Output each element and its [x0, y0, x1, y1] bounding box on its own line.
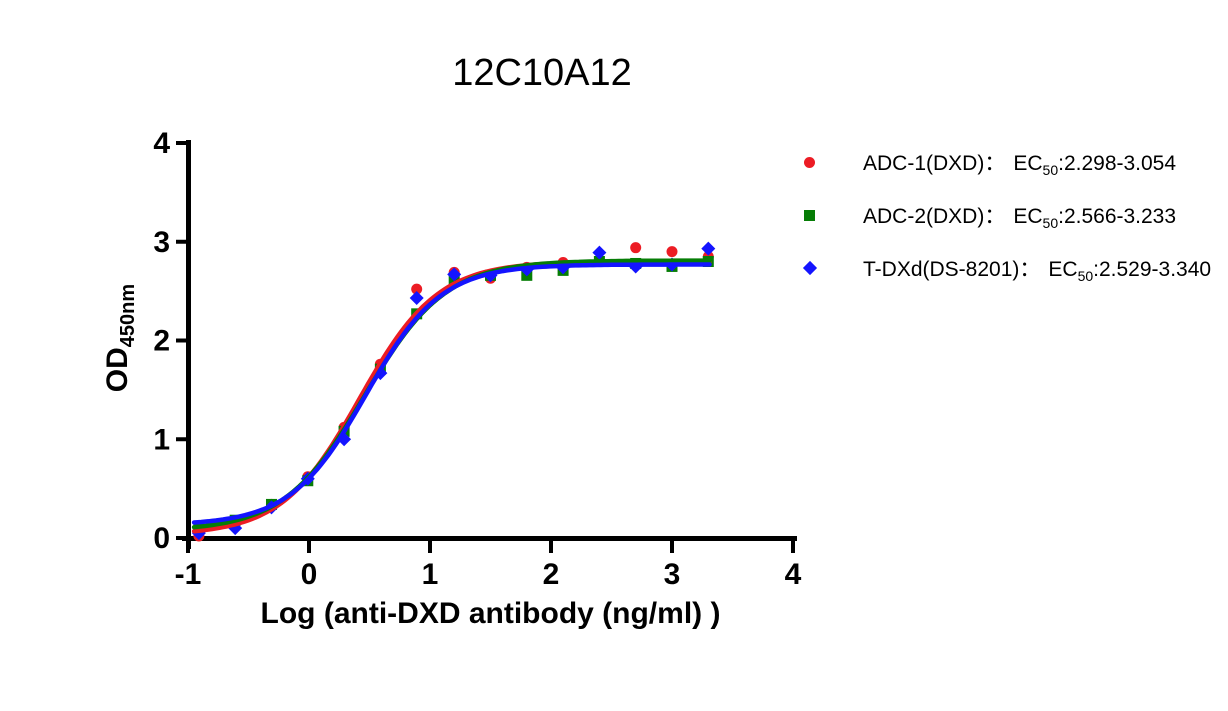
series-curve-adc-2-dxd: [191, 258, 712, 530]
legend-square-icon: [804, 209, 815, 221]
legend-ec50-value: EC50:2.298-3.054: [1013, 152, 1177, 179]
data-point: [666, 246, 678, 258]
data-point: [701, 241, 716, 256]
x-tick-label: -1: [175, 558, 202, 591]
series-curve-t-dxd-ds-8201: [191, 262, 712, 525]
axes: [176, 140, 797, 553]
legend-item-t-dxd: T-DXd(DS-8201)： EC50:2.529-3.340: [802, 254, 1212, 285]
chart-title: 12C10A12: [452, 52, 632, 94]
x-tick-label: 4: [785, 558, 802, 591]
legend: ADC-1(DXD)： EC50:2.298-3.054 ADC-2(DXD)： E…: [802, 148, 1212, 307]
legend-series-name: ADC-2(DXD)：: [863, 205, 1006, 228]
data-point: [447, 267, 462, 282]
y-tick-label: 2: [153, 325, 170, 358]
legend-series-name: ADC-1(DXD)：: [863, 152, 1006, 175]
data-point: [630, 242, 642, 254]
x-tick-label: 0: [301, 558, 318, 591]
x-tick-label: 2: [543, 558, 560, 591]
series-curve-adc-1-dxd: [191, 259, 712, 534]
x-axis-label: Log (anti-DXD antibody (ng/ml) ): [261, 597, 721, 630]
legend-ec50-value: EC50:2.566-3.233: [1013, 205, 1177, 232]
legend-diamond-icon: [802, 260, 818, 276]
y-tick-label: 3: [153, 226, 170, 259]
data-point: [411, 283, 423, 295]
data-point: [409, 291, 424, 306]
y-axis-label: OD450nm: [101, 284, 139, 392]
legend-item-adc-1: ADC-1(DXD)： EC50:2.298-3.054: [804, 148, 1211, 179]
legend-circle-icon: [804, 156, 815, 168]
y-tick-label: 4: [153, 127, 170, 160]
series-points-adc-2-dxd: [193, 256, 714, 532]
legend-series-name: T-DXd(DS-8201)：: [863, 258, 1041, 281]
x-tick-label: 3: [664, 558, 681, 591]
y-tick-label: 1: [153, 423, 170, 456]
y-tick-label: 0: [153, 522, 170, 555]
legend-item-adc-2: ADC-2(DXD)： EC50:2.566-3.233: [804, 201, 1211, 232]
x-tick-label: 1: [422, 558, 439, 591]
data-point: [592, 245, 607, 260]
legend-ec50-value: EC50:2.529-3.340: [1048, 258, 1212, 285]
